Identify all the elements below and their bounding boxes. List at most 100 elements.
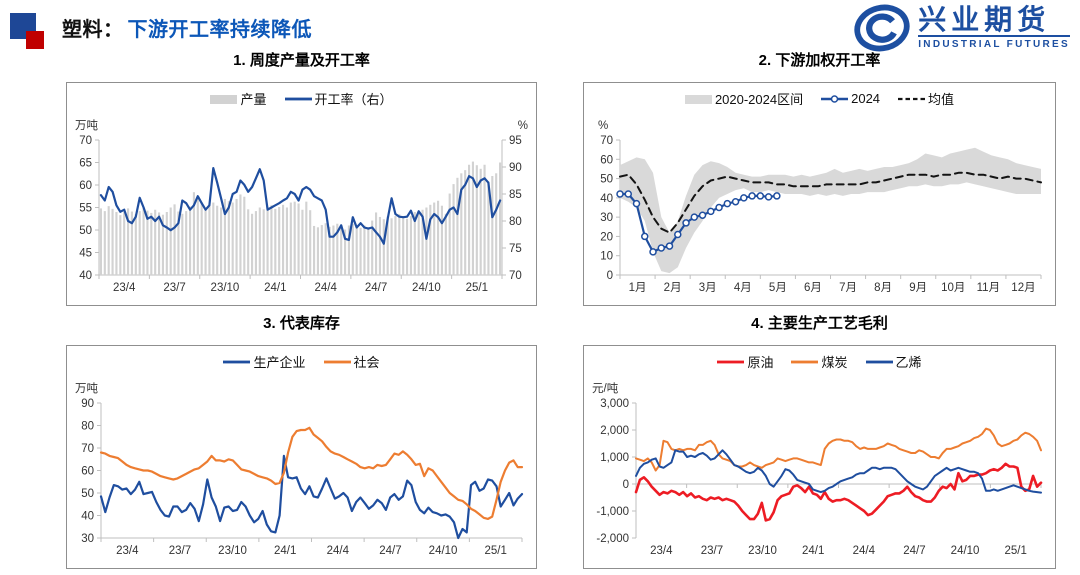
x-tick-label: 11月 <box>977 282 1000 294</box>
logo-swirl-icon <box>854 4 910 52</box>
chart-4-plot: 元/吨 -2,000 -1,000 0 1,000 2,000 3,000 23/4 23/7 2… <box>592 382 1043 557</box>
svg-text:75: 75 <box>509 243 522 255</box>
y-tick-label: 50 <box>79 225 92 237</box>
y-tick-label: -1,000 <box>596 506 629 518</box>
y-tick-label: 40 <box>79 270 92 282</box>
legend-swatch-line-icon <box>284 97 312 100</box>
logo-name-cn: 兴业期货 <box>918 5 1070 38</box>
legend-swatch-bar-icon <box>684 94 712 104</box>
y-tick-label: 70 <box>600 135 613 147</box>
legend-label: 均值 <box>928 92 955 107</box>
x-tick-label: 1月 <box>629 282 647 294</box>
y-tick-label: 45 <box>79 248 92 260</box>
legend-swatch-line-icon <box>717 360 745 363</box>
legend-swatch-line_marker-icon <box>821 94 849 103</box>
legend-item: 社会 <box>323 352 380 371</box>
current-year-markers <box>616 190 781 256</box>
chart-4-legend: 原油 煤炭 乙烯 <box>584 352 1055 371</box>
x-tick-label: 25/1 <box>466 282 488 294</box>
chart-3-legend: 生产企业 社会 <box>67 352 536 371</box>
y-tick-label: 2,000 <box>600 425 629 437</box>
legend-label: 生产企业 <box>253 355 306 370</box>
y-tick-label: 30 <box>81 533 94 545</box>
x-tick-label: 23/7 <box>169 545 191 557</box>
y-tick-label: 30 <box>600 212 613 224</box>
x-tick-label: 24/4 <box>314 282 337 294</box>
legend-swatch-line-icon <box>791 360 819 363</box>
svg-text:95: 95 <box>509 135 522 147</box>
legend-label: 产量 <box>240 92 267 107</box>
x-tick-label: 24/1 <box>802 545 824 557</box>
legend-swatch-line-icon <box>223 360 251 363</box>
chart-2-legend: 2020-2024区间 2024 均值 <box>584 89 1055 108</box>
x-tick-label: 24/1 <box>274 545 296 557</box>
x-tick-label: 12月 <box>1011 282 1035 294</box>
page-title: 塑料： 下游开工率持续降低 <box>62 13 312 42</box>
x-tick-label: 10月 <box>941 282 965 294</box>
legend-item: 乙烯 <box>865 352 922 371</box>
operating-rate-line <box>99 166 502 245</box>
chart-block-inventory: 3. 代表库存 生产企业 社会 万吨 30 40 50 60 70 80 90 23/4 23/7 2… <box>66 311 537 569</box>
company-logo: 兴业期货 INDUSTRIAL FUTURES <box>853 3 1070 53</box>
x-tick-label: 8月 <box>874 282 892 294</box>
svg-text:%: % <box>598 120 608 132</box>
y-tick-label: 60 <box>81 466 94 478</box>
x-tick-label: 4月 <box>734 282 752 294</box>
x-tick-label: 24/1 <box>264 282 286 294</box>
legend-swatch-line-icon <box>865 360 893 363</box>
svg-text:万吨: 万吨 <box>75 119 98 132</box>
legend-item: 2020-2024区间 <box>684 89 804 108</box>
y-tick-label: 55 <box>79 203 92 215</box>
x-tick-label: 3月 <box>699 282 717 294</box>
y-tick-label: 65 <box>79 158 92 170</box>
chart-1-legend: 产量 开工率（右） <box>67 89 536 108</box>
y-tick-label: 50 <box>600 174 613 186</box>
x-tick-label: 23/4 <box>113 282 136 294</box>
logo-text: 兴业期货 INDUSTRIAL FUTURES <box>918 5 1070 50</box>
y-tick-label: 90 <box>81 398 94 410</box>
x-tick-label: 24/10 <box>412 282 441 294</box>
range-band <box>620 147 1041 274</box>
x-tick-label: 24/4 <box>327 545 350 557</box>
x-tick-label: 6月 <box>804 282 822 294</box>
legend-item: 均值 <box>898 89 954 108</box>
x-tick-label: 2月 <box>664 282 682 294</box>
y-tick-label: 70 <box>81 443 94 455</box>
chart-1-plot: 万吨 % 40 45 50 55 60 65 70 70 75 80 85 90 95 23/4 23/7 23/… <box>75 119 528 294</box>
chart-1-title: 1. 周度产量及开工率 <box>233 52 370 69</box>
chart-2-plot: % 0 10 20 30 40 50 60 70 1月 2月 3月 4月 5月 6月 7月 8月 9月 10月 11月… <box>598 120 1042 294</box>
chart-block-downstream-rate: 2. 下游加权开工率 2020-2024区间 2024 均值 % 0 10 20 30 40 5… <box>583 48 1056 306</box>
x-tick-label: 25/1 <box>1004 545 1026 557</box>
svg-text:元/吨: 元/吨 <box>592 382 619 395</box>
chart-4-title: 4. 主要生产工艺毛利 <box>751 315 888 332</box>
x-tick-label: 23/7 <box>163 282 185 294</box>
svg-text:万吨: 万吨 <box>75 382 98 395</box>
x-tick-label: 24/7 <box>379 545 401 557</box>
legend-item: 煤炭 <box>791 352 848 371</box>
series-line-社会 <box>99 426 524 520</box>
y-tick-label: 0 <box>607 270 613 282</box>
x-tick-label: 24/4 <box>853 545 876 557</box>
legend-label: 社会 <box>353 355 380 370</box>
legend-item: 生产企业 <box>223 352 306 371</box>
chart-3-plot: 万吨 30 40 50 60 70 80 90 23/4 23/7 23/10 24/1 24/4 24/… <box>75 382 524 557</box>
legend-label: 2024 <box>851 91 881 106</box>
mean-line <box>619 171 1042 234</box>
y-tick-label: 70 <box>79 135 92 147</box>
x-tick-label: 24/10 <box>429 545 458 557</box>
y-tick-label: 60 <box>79 180 92 192</box>
legend-label: 2020-2024区间 <box>714 92 804 107</box>
chart-4-panel: 原油 煤炭 乙烯 元/吨 -2,000 -1,000 0 1,000 2,000 3,000 23… <box>583 345 1056 569</box>
chart-1-panel: 产量 开工率（右） 万吨% 40 45 50 55 60 65 70 70 75 80 85 90 95 23… <box>66 82 537 306</box>
legend-label: 原油 <box>747 355 774 370</box>
y-tick-label: -2,000 <box>596 533 629 545</box>
chart-3-panel: 生产企业 社会 万吨 30 40 50 60 70 80 90 23/4 23/7 23/10 24/1… <box>66 345 537 569</box>
y-tick-label: 60 <box>600 154 613 166</box>
page-title-topic: 塑料： <box>62 19 124 41</box>
y-tick-label: 50 <box>81 488 94 500</box>
x-tick-label: 24/7 <box>365 282 387 294</box>
x-tick-label: 25/1 <box>484 545 506 557</box>
legend-label: 开工率（右） <box>314 92 393 107</box>
x-tick-label: 24/10 <box>951 545 980 557</box>
